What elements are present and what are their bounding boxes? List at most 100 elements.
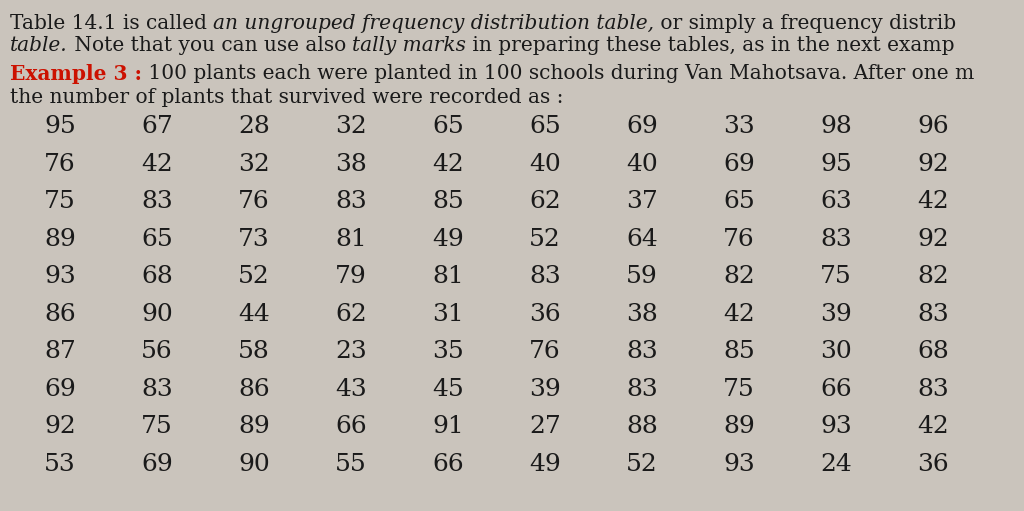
Text: 95: 95 (820, 152, 852, 175)
Text: 79: 79 (335, 265, 367, 288)
Text: 75: 75 (141, 415, 173, 438)
Text: 85: 85 (723, 340, 755, 363)
Text: 90: 90 (141, 303, 173, 326)
Text: 23: 23 (335, 340, 367, 363)
Text: 64: 64 (626, 227, 657, 250)
Text: 76: 76 (529, 340, 561, 363)
Text: 37: 37 (626, 190, 657, 213)
Text: Note that you can use also: Note that you can use also (68, 36, 352, 55)
Text: 73: 73 (239, 227, 270, 250)
Text: 35: 35 (432, 340, 464, 363)
Text: 42: 42 (141, 152, 173, 175)
Text: 43: 43 (335, 378, 367, 401)
Text: 65: 65 (723, 190, 755, 213)
Text: 86: 86 (44, 303, 76, 326)
Text: 85: 85 (432, 190, 464, 213)
Text: 52: 52 (626, 453, 657, 476)
Text: 49: 49 (432, 227, 464, 250)
Text: 90: 90 (239, 453, 270, 476)
Text: 68: 68 (918, 340, 949, 363)
Text: 82: 82 (723, 265, 755, 288)
Text: 68: 68 (141, 265, 173, 288)
Text: 92: 92 (44, 415, 76, 438)
Text: 36: 36 (918, 453, 949, 476)
Text: 44: 44 (239, 303, 270, 326)
Text: 89: 89 (723, 415, 755, 438)
Text: 83: 83 (626, 340, 657, 363)
Text: 98: 98 (820, 115, 852, 138)
Text: 38: 38 (626, 303, 657, 326)
Text: 49: 49 (529, 453, 561, 476)
Text: 65: 65 (529, 115, 561, 138)
Text: 31: 31 (432, 303, 464, 326)
Text: 69: 69 (141, 453, 173, 476)
Text: 76: 76 (239, 190, 270, 213)
Text: an ungrouped frequency distribution table,: an ungrouped frequency distribution tabl… (213, 14, 654, 33)
Text: 52: 52 (239, 265, 270, 288)
Text: Table 14.1 is called: Table 14.1 is called (10, 14, 213, 33)
Text: 42: 42 (918, 190, 949, 213)
Text: 28: 28 (239, 115, 270, 138)
Text: 45: 45 (432, 378, 464, 401)
Text: tally marks: tally marks (352, 36, 466, 55)
Text: 30: 30 (820, 340, 852, 363)
Text: 83: 83 (918, 378, 949, 401)
Text: 27: 27 (529, 415, 561, 438)
Text: 66: 66 (820, 378, 852, 401)
Text: 55: 55 (335, 453, 367, 476)
Text: 81: 81 (335, 227, 367, 250)
Text: 62: 62 (529, 190, 561, 213)
Text: 40: 40 (529, 152, 561, 175)
Text: 69: 69 (44, 378, 76, 401)
Text: 83: 83 (820, 227, 852, 250)
Text: 83: 83 (335, 190, 367, 213)
Text: 87: 87 (44, 340, 76, 363)
Text: 52: 52 (529, 227, 561, 250)
Text: 53: 53 (44, 453, 76, 476)
Text: 91: 91 (432, 415, 464, 438)
Text: 88: 88 (626, 415, 657, 438)
Text: 93: 93 (723, 453, 755, 476)
Text: the number of plants that survived were recorded as :: the number of plants that survived were … (10, 88, 563, 107)
Text: 24: 24 (820, 453, 852, 476)
Text: 89: 89 (44, 227, 76, 250)
Text: 66: 66 (432, 453, 464, 476)
Text: 63: 63 (820, 190, 852, 213)
Text: 83: 83 (141, 190, 173, 213)
Text: 39: 39 (529, 378, 561, 401)
Text: 42: 42 (432, 152, 464, 175)
Text: 76: 76 (44, 152, 76, 175)
Text: 100 plants each were planted in 100 schools during Van Mahotsava. After one m: 100 plants each were planted in 100 scho… (142, 64, 974, 83)
Text: 76: 76 (723, 227, 755, 250)
Text: in preparing these tables, as in the next examp: in preparing these tables, as in the nex… (466, 36, 954, 55)
Text: 95: 95 (44, 115, 76, 138)
Text: 96: 96 (918, 115, 949, 138)
Text: 75: 75 (820, 265, 852, 288)
Text: 93: 93 (820, 415, 852, 438)
Text: 89: 89 (239, 415, 270, 438)
Text: 62: 62 (335, 303, 367, 326)
Text: 59: 59 (626, 265, 657, 288)
Text: 56: 56 (141, 340, 173, 363)
Text: 42: 42 (723, 303, 755, 326)
Text: 32: 32 (239, 152, 270, 175)
Text: 69: 69 (626, 115, 657, 138)
Text: 83: 83 (141, 378, 173, 401)
Text: 40: 40 (626, 152, 657, 175)
Text: 65: 65 (432, 115, 464, 138)
Text: 75: 75 (44, 190, 76, 213)
Text: 83: 83 (626, 378, 657, 401)
Text: 83: 83 (529, 265, 561, 288)
Text: 38: 38 (335, 152, 367, 175)
Text: 36: 36 (529, 303, 561, 326)
Text: 65: 65 (141, 227, 173, 250)
Text: table.: table. (10, 36, 68, 55)
Text: 92: 92 (918, 227, 949, 250)
Text: 32: 32 (335, 115, 367, 138)
Text: 93: 93 (44, 265, 76, 288)
Text: 66: 66 (335, 415, 367, 438)
Text: 33: 33 (723, 115, 755, 138)
Text: Example 3 :: Example 3 : (10, 64, 142, 84)
Text: 39: 39 (820, 303, 852, 326)
Text: 42: 42 (918, 415, 949, 438)
